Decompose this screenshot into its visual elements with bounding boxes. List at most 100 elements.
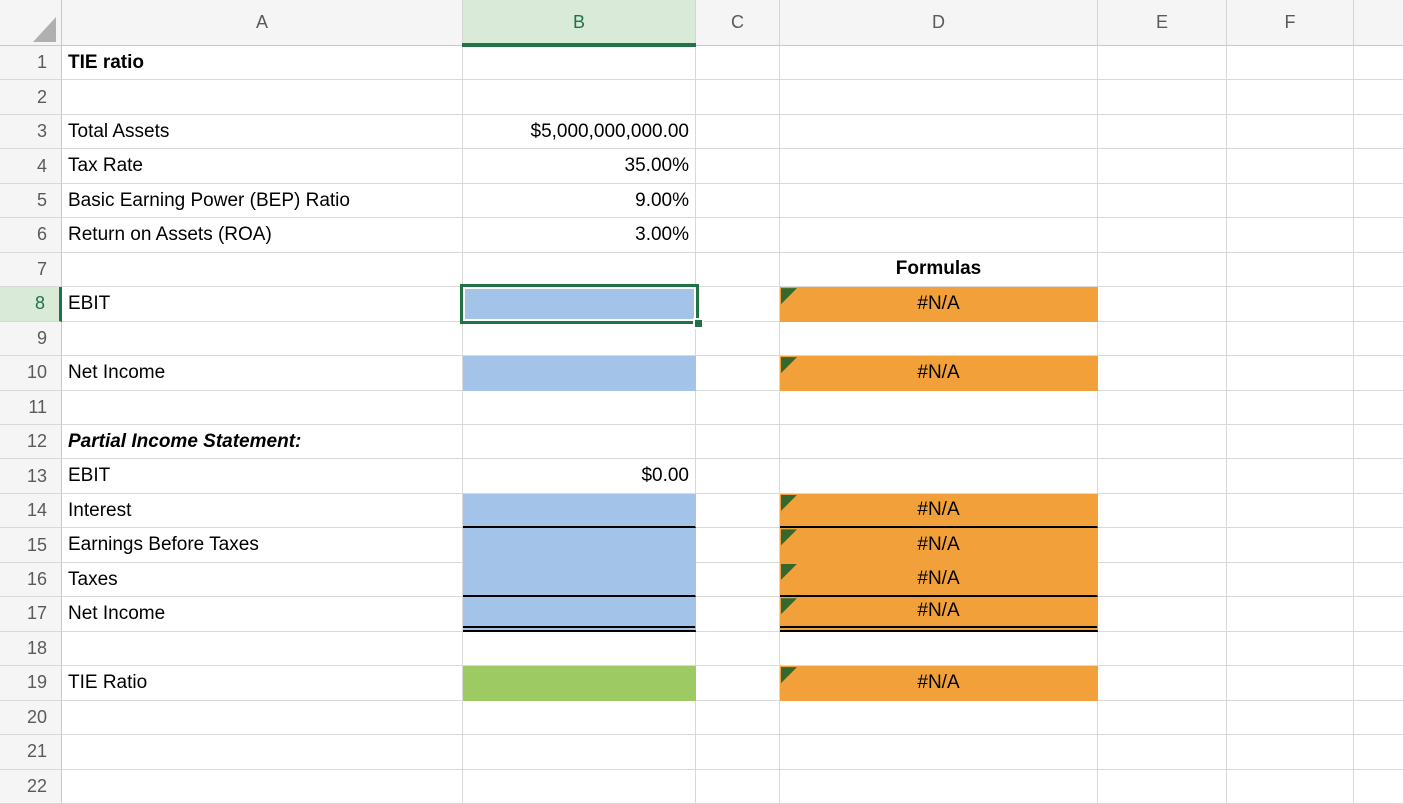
cell-E14[interactable] bbox=[1098, 493, 1227, 529]
cell-A2[interactable] bbox=[62, 80, 463, 115]
cell-F6[interactable] bbox=[1227, 218, 1354, 253]
row-header-3[interactable]: 3 bbox=[0, 114, 62, 150]
cell-G11[interactable] bbox=[1354, 390, 1404, 425]
cell-A3[interactable]: Total Assets bbox=[62, 114, 463, 150]
cell-D5[interactable] bbox=[780, 183, 1098, 219]
cell-B4[interactable]: 35.00% bbox=[463, 149, 696, 184]
row-header-4[interactable]: 4 bbox=[0, 149, 62, 184]
cell-G9[interactable] bbox=[1354, 321, 1404, 357]
cell-B20[interactable] bbox=[463, 700, 696, 736]
cell-C15[interactable] bbox=[696, 528, 780, 563]
cell-E22[interactable] bbox=[1098, 769, 1227, 804]
cell-D15[interactable]: #N/A bbox=[780, 528, 1098, 563]
cell-G13[interactable] bbox=[1354, 459, 1404, 494]
cell-D9[interactable] bbox=[780, 321, 1098, 357]
cell-G18[interactable] bbox=[1354, 631, 1404, 667]
row-header-14[interactable]: 14 bbox=[0, 493, 62, 529]
cell-B16[interactable] bbox=[463, 562, 696, 598]
cell-D3[interactable] bbox=[780, 114, 1098, 150]
cell-E2[interactable] bbox=[1098, 80, 1227, 115]
cell-G10[interactable] bbox=[1354, 356, 1404, 391]
row-header-13[interactable]: 13 bbox=[0, 459, 62, 494]
cell-C1[interactable] bbox=[696, 46, 780, 81]
cell-D13[interactable] bbox=[780, 459, 1098, 494]
cell-A15[interactable]: Earnings Before Taxes bbox=[62, 528, 463, 563]
cell-B10[interactable] bbox=[463, 356, 696, 391]
cell-F14[interactable] bbox=[1227, 493, 1354, 529]
cell-F21[interactable] bbox=[1227, 735, 1354, 770]
cell-F20[interactable] bbox=[1227, 700, 1354, 736]
cell-C19[interactable] bbox=[696, 666, 780, 701]
cell-E10[interactable] bbox=[1098, 356, 1227, 391]
cell-C8[interactable] bbox=[696, 287, 780, 322]
cell-C10[interactable] bbox=[696, 356, 780, 391]
cell-F8[interactable] bbox=[1227, 287, 1354, 322]
cell-C20[interactable] bbox=[696, 700, 780, 736]
cell-E7[interactable] bbox=[1098, 252, 1227, 288]
cell-D7[interactable]: Formulas bbox=[780, 252, 1098, 288]
cell-G8[interactable] bbox=[1354, 287, 1404, 322]
cell-E3[interactable] bbox=[1098, 114, 1227, 150]
cell-A7[interactable] bbox=[62, 252, 463, 288]
cell-D10[interactable]: #N/A bbox=[780, 356, 1098, 391]
row-header-6[interactable]: 6 bbox=[0, 218, 62, 253]
cell-D1[interactable] bbox=[780, 46, 1098, 81]
row-header-16[interactable]: 16 bbox=[0, 562, 62, 598]
cell-D22[interactable] bbox=[780, 769, 1098, 804]
cell-B7[interactable] bbox=[463, 252, 696, 288]
cell-A1[interactable]: TIE ratio bbox=[62, 46, 463, 81]
cell-C21[interactable] bbox=[696, 735, 780, 770]
cell-B15[interactable] bbox=[463, 528, 696, 563]
fill-handle[interactable] bbox=[693, 318, 704, 329]
cell-A5[interactable]: Basic Earning Power (BEP) Ratio bbox=[62, 183, 463, 219]
cell-G22[interactable] bbox=[1354, 769, 1404, 804]
cell-G20[interactable] bbox=[1354, 700, 1404, 736]
cell-B3[interactable]: $5,000,000,000.00 bbox=[463, 114, 696, 150]
cell-D4[interactable] bbox=[780, 149, 1098, 184]
cell-D21[interactable] bbox=[780, 735, 1098, 770]
row-header-2[interactable]: 2 bbox=[0, 80, 62, 115]
cell-C16[interactable] bbox=[696, 562, 780, 598]
cell-C13[interactable] bbox=[696, 459, 780, 494]
cell-G3[interactable] bbox=[1354, 114, 1404, 150]
cell-B9[interactable] bbox=[463, 321, 696, 357]
cell-C6[interactable] bbox=[696, 218, 780, 253]
row-header-9[interactable]: 9 bbox=[0, 321, 62, 357]
cell-C4[interactable] bbox=[696, 149, 780, 184]
cell-F18[interactable] bbox=[1227, 631, 1354, 667]
row-header-1[interactable]: 1 bbox=[0, 46, 62, 81]
cell-E21[interactable] bbox=[1098, 735, 1227, 770]
cell-G7[interactable] bbox=[1354, 252, 1404, 288]
cell-F17[interactable] bbox=[1227, 597, 1354, 632]
cell-B12[interactable] bbox=[463, 425, 696, 460]
cell-D20[interactable] bbox=[780, 700, 1098, 736]
cell-E9[interactable] bbox=[1098, 321, 1227, 357]
row-header-18[interactable]: 18 bbox=[0, 631, 62, 667]
cell-E20[interactable] bbox=[1098, 700, 1227, 736]
cell-A20[interactable] bbox=[62, 700, 463, 736]
cell-G2[interactable] bbox=[1354, 80, 1404, 115]
cell-C7[interactable] bbox=[696, 252, 780, 288]
cell-B5[interactable]: 9.00% bbox=[463, 183, 696, 219]
cell-D8[interactable]: #N/A bbox=[780, 287, 1098, 322]
cell-A17[interactable]: Net Income bbox=[62, 597, 463, 632]
column-header-F[interactable]: F bbox=[1227, 0, 1354, 46]
cell-E19[interactable] bbox=[1098, 666, 1227, 701]
column-header-A[interactable]: A bbox=[62, 0, 463, 46]
cell-D18[interactable] bbox=[780, 631, 1098, 667]
cell-F16[interactable] bbox=[1227, 562, 1354, 598]
row-header-19[interactable]: 19 bbox=[0, 666, 62, 701]
cell-B14[interactable] bbox=[463, 493, 696, 529]
cell-C12[interactable] bbox=[696, 425, 780, 460]
cell-A16[interactable]: Taxes bbox=[62, 562, 463, 598]
cell-E18[interactable] bbox=[1098, 631, 1227, 667]
cell-D6[interactable] bbox=[780, 218, 1098, 253]
cell-E1[interactable] bbox=[1098, 46, 1227, 81]
cell-G6[interactable] bbox=[1354, 218, 1404, 253]
row-header-10[interactable]: 10 bbox=[0, 356, 62, 391]
cell-B1[interactable] bbox=[463, 46, 696, 81]
cell-F10[interactable] bbox=[1227, 356, 1354, 391]
cell-B11[interactable] bbox=[463, 390, 696, 425]
cell-G21[interactable] bbox=[1354, 735, 1404, 770]
cell-E17[interactable] bbox=[1098, 597, 1227, 632]
